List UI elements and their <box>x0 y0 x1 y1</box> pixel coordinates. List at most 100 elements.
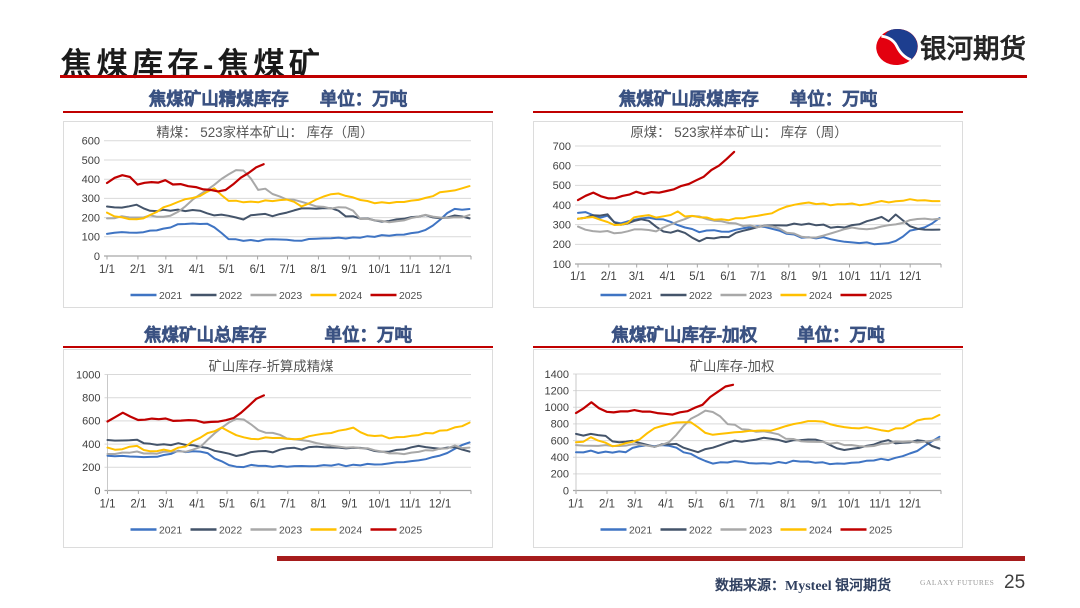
svg-text:2023: 2023 <box>279 291 302 302</box>
svg-text:矿山库存-加权: 矿山库存-加权 <box>690 358 775 374</box>
svg-text:500: 500 <box>553 180 571 192</box>
svg-text:8/1: 8/1 <box>780 499 796 511</box>
svg-text:10/1: 10/1 <box>368 499 390 511</box>
svg-text:1/1: 1/1 <box>100 499 116 511</box>
svg-text:6/1: 6/1 <box>719 499 735 511</box>
svg-text:2021: 2021 <box>629 525 652 536</box>
svg-text:3/1: 3/1 <box>627 499 643 511</box>
svg-text:600: 600 <box>551 435 569 447</box>
svg-text:400: 400 <box>82 174 100 186</box>
svg-text:12/1: 12/1 <box>429 499 451 511</box>
svg-text:精煤： 523家样本矿山： 库存（周）: 精煤： 523家样本矿山： 库存（周） <box>156 124 373 140</box>
svg-text:2021: 2021 <box>159 525 182 536</box>
svg-text:2023: 2023 <box>279 525 302 536</box>
svg-text:11/1: 11/1 <box>870 271 892 283</box>
svg-text:2/1: 2/1 <box>130 499 146 511</box>
svg-text:9/1: 9/1 <box>811 499 827 511</box>
svg-text:8/1: 8/1 <box>311 499 327 511</box>
svg-text:2025: 2025 <box>869 525 892 536</box>
svg-text:2/1: 2/1 <box>130 264 146 276</box>
svg-text:1400: 1400 <box>545 369 569 381</box>
svg-text:11/1: 11/1 <box>399 264 421 276</box>
svg-text:12/1: 12/1 <box>899 499 921 511</box>
svg-text:2022: 2022 <box>219 291 242 302</box>
svg-text:300: 300 <box>553 220 571 232</box>
svg-text:2024: 2024 <box>809 291 832 302</box>
svg-text:12/1: 12/1 <box>429 264 451 276</box>
svg-text:11/1: 11/1 <box>869 499 891 511</box>
svg-text:500: 500 <box>82 155 100 167</box>
svg-text:8/1: 8/1 <box>310 264 326 276</box>
svg-text:200: 200 <box>82 462 100 474</box>
svg-text:2022: 2022 <box>689 291 712 302</box>
svg-text:400: 400 <box>551 452 569 464</box>
svg-text:8/1: 8/1 <box>781 271 797 283</box>
svg-text:0: 0 <box>94 485 100 497</box>
svg-text:100: 100 <box>82 232 100 244</box>
svg-text:2/1: 2/1 <box>599 499 615 511</box>
svg-text:7/1: 7/1 <box>750 271 766 283</box>
svg-text:4/1: 4/1 <box>189 499 205 511</box>
svg-text:1/1: 1/1 <box>570 271 586 283</box>
svg-text:400: 400 <box>553 200 571 212</box>
svg-text:9/1: 9/1 <box>812 271 828 283</box>
svg-text:3/1: 3/1 <box>158 499 174 511</box>
svg-text:2021: 2021 <box>629 291 652 302</box>
svg-text:2024: 2024 <box>339 291 362 302</box>
svg-text:6/1: 6/1 <box>250 499 266 511</box>
svg-text:6/1: 6/1 <box>720 271 736 283</box>
svg-text:2021: 2021 <box>159 291 182 302</box>
svg-text:1/1: 1/1 <box>99 264 115 276</box>
svg-text:2025: 2025 <box>399 291 422 302</box>
svg-text:原煤： 523家样本矿山： 库存（周）: 原煤： 523家样本矿山： 库存（周） <box>630 124 847 140</box>
svg-text:4/1: 4/1 <box>660 271 676 283</box>
svg-text:2022: 2022 <box>689 525 712 536</box>
svg-text:2025: 2025 <box>869 291 892 302</box>
svg-text:100: 100 <box>553 259 571 271</box>
svg-text:2023: 2023 <box>749 525 772 536</box>
svg-text:0: 0 <box>563 485 569 497</box>
svg-text:600: 600 <box>82 416 100 428</box>
svg-text:2025: 2025 <box>399 525 422 536</box>
svg-text:12/1: 12/1 <box>899 271 921 283</box>
svg-text:1000: 1000 <box>545 402 569 414</box>
svg-text:200: 200 <box>551 469 569 481</box>
svg-text:4/1: 4/1 <box>658 499 674 511</box>
svg-text:800: 800 <box>551 419 569 431</box>
svg-text:9/1: 9/1 <box>341 264 357 276</box>
svg-text:1200: 1200 <box>545 385 569 397</box>
svg-text:5/1: 5/1 <box>219 264 235 276</box>
svg-text:2/1: 2/1 <box>601 271 617 283</box>
svg-text:5/1: 5/1 <box>219 499 235 511</box>
svg-text:800: 800 <box>82 393 100 405</box>
svg-text:1/1: 1/1 <box>568 499 584 511</box>
svg-text:2023: 2023 <box>749 291 772 302</box>
svg-text:矿山库存-折算成精煤: 矿山库存-折算成精煤 <box>209 359 334 374</box>
svg-text:7/1: 7/1 <box>280 499 296 511</box>
svg-text:10/1: 10/1 <box>368 264 390 276</box>
svg-text:700: 700 <box>553 141 571 153</box>
svg-text:7/1: 7/1 <box>280 264 296 276</box>
svg-text:10/1: 10/1 <box>838 499 860 511</box>
svg-text:银河期货: 银河期货 <box>920 34 1026 64</box>
svg-text:5/1: 5/1 <box>689 271 705 283</box>
svg-text:3/1: 3/1 <box>629 271 645 283</box>
svg-text:3/1: 3/1 <box>158 264 174 276</box>
svg-text:1000: 1000 <box>76 369 100 381</box>
svg-text:10/1: 10/1 <box>838 271 860 283</box>
svg-text:7/1: 7/1 <box>749 499 765 511</box>
svg-text:2024: 2024 <box>339 525 362 536</box>
svg-text:200: 200 <box>82 212 100 224</box>
svg-text:5/1: 5/1 <box>688 499 704 511</box>
svg-text:4/1: 4/1 <box>189 264 205 276</box>
svg-text:0: 0 <box>94 251 100 263</box>
svg-text:200: 200 <box>553 239 571 251</box>
svg-text:2022: 2022 <box>219 525 242 536</box>
svg-text:2024: 2024 <box>809 525 832 536</box>
svg-text:11/1: 11/1 <box>400 499 422 511</box>
svg-text:600: 600 <box>553 161 571 173</box>
svg-text:400: 400 <box>82 439 100 451</box>
svg-text:9/1: 9/1 <box>342 499 358 511</box>
svg-text:300: 300 <box>82 193 100 205</box>
svg-text:6/1: 6/1 <box>250 264 266 276</box>
